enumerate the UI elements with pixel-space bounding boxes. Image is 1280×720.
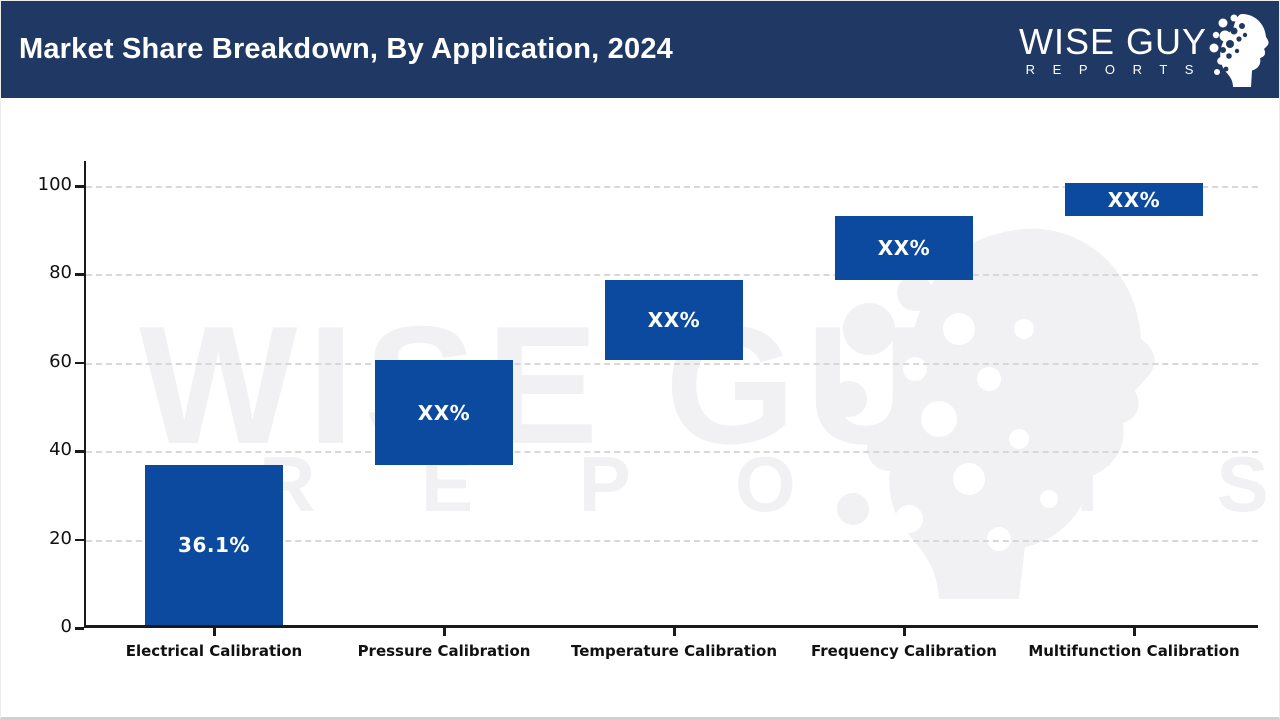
y-tick-label-0: 0 — [60, 616, 72, 637]
bar-value-label-frequency-calibration: XX% — [877, 236, 931, 261]
plot-area: 0 20 40 60 80 100 36.1% Electrical Calibration X… — [38, 161, 1258, 660]
bar-value-label-multifunction-calibration: XX% — [1107, 187, 1161, 212]
category-label-frequency-calibration: Frequency Calibration — [811, 642, 997, 660]
y-tick-80 — [75, 273, 84, 276]
x-tick-frequency-calibration — [903, 628, 906, 636]
category-label-electrical-calibration: Electrical Calibration — [125, 642, 303, 660]
logo-text: WISE GUY R E P O R T S — [1018, 20, 1207, 77]
category-label-temperature-calibration: Temperature Calibration — [570, 642, 778, 660]
x-tick-electrical-calibration — [213, 628, 216, 636]
bar-multifunction-calibration: XX% — [1065, 183, 1203, 217]
gridline-80 — [86, 274, 1258, 277]
page-title: Market Share Breakdown, By Application, … — [19, 33, 673, 65]
category-label-pressure-calibration: Pressure Calibration — [357, 642, 531, 660]
bar-value-label-pressure-calibration: XX% — [417, 400, 471, 425]
bar-frequency-calibration: XX% — [835, 216, 973, 281]
y-tick-60 — [75, 361, 84, 365]
bar-value-label-temperature-calibration: XX% — [647, 308, 701, 333]
gridline-40 — [86, 451, 1258, 454]
bar-electrical-calibration: 36.1% — [145, 465, 283, 625]
y-tick-label-80: 80 — [49, 262, 72, 284]
y-tick-100 — [75, 185, 84, 188]
logo-subtitle: R E P O R T S — [1025, 61, 1201, 77]
gridline-100 — [86, 186, 1258, 188]
x-tick-multifunction-calibration — [1133, 628, 1136, 636]
y-tick-label-20: 20 — [49, 527, 72, 549]
y-tick-label-100: 100 — [37, 174, 72, 195]
y-tick-20 — [75, 538, 84, 542]
bar-temperature-calibration: XX% — [605, 280, 743, 360]
x-tick-pressure-calibration — [443, 628, 446, 636]
logo-head-icon — [1209, 13, 1269, 87]
wise-guy-logo: WISE GUY R E P O R T S — [1019, 11, 1271, 89]
header-bar: Market Share Breakdown, By Application, … — [1, 1, 1279, 98]
y-tick-40 — [75, 450, 84, 453]
bar-value-label-electrical-calibration: 36.1% — [178, 533, 250, 558]
x-tick-temperature-calibration — [673, 628, 676, 636]
y-tick-0 — [75, 627, 84, 630]
y-tick-label-60: 60 — [49, 350, 72, 372]
gridline-60 — [86, 362, 1258, 365]
gridline-20 — [86, 539, 1258, 542]
y-tick-label-40: 40 — [49, 439, 72, 461]
bar-pressure-calibration: XX% — [375, 359, 513, 466]
category-label-multifunction-calibration: Multifunction Calibration — [1028, 642, 1240, 660]
logo-wordmark: WISE GUY — [1018, 20, 1207, 62]
